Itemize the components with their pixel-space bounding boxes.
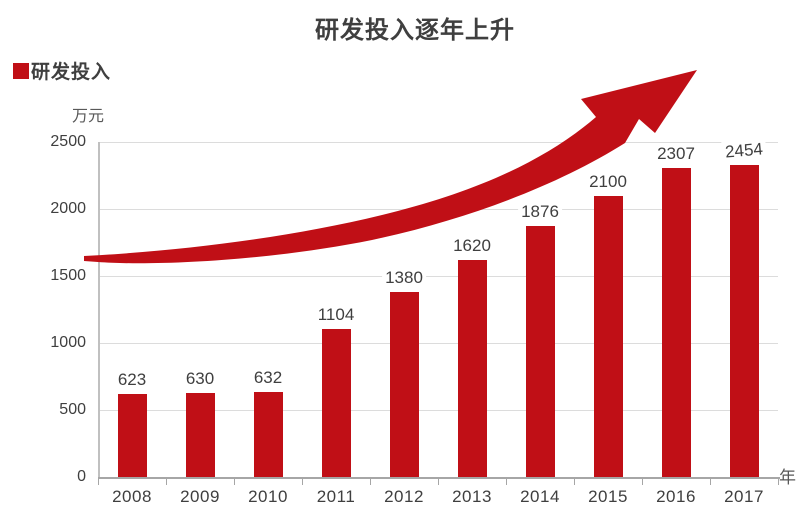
- x-axis-category-label: 2016: [656, 487, 696, 506]
- bar-value-label: 1104: [314, 304, 358, 326]
- y-axis-line: [98, 142, 100, 477]
- bar: [185, 392, 215, 477]
- y-axis-tick-label: 500: [59, 401, 86, 418]
- bar-value-label: 2454: [721, 137, 767, 163]
- x-axis-line: [98, 477, 780, 479]
- x-axis-tick: [710, 479, 711, 485]
- x-axis-tick: [778, 479, 779, 485]
- y-axis-unit-label: 万元: [71, 108, 104, 125]
- gridline: [98, 343, 778, 344]
- x-axis-tick: [574, 479, 575, 485]
- bar-value-label: 1380: [382, 267, 426, 289]
- bar-value-label: 623: [114, 368, 150, 390]
- bar-value-label: 1876: [518, 200, 562, 222]
- bar: [457, 259, 487, 477]
- y-axis-tick-label: 2500: [50, 133, 86, 150]
- x-axis-category-label: 2013: [452, 487, 492, 506]
- bar-value-label: 1620: [450, 234, 494, 256]
- x-axis-tick: [234, 479, 235, 485]
- x-axis-tick: [166, 479, 167, 485]
- x-axis-tick: [438, 479, 439, 485]
- y-axis-tick-label: 2000: [50, 200, 86, 217]
- bar-value-label: 632: [250, 367, 286, 389]
- bar: [253, 392, 283, 477]
- x-axis-category-label: 2017: [724, 487, 764, 506]
- bar-value-label: 2100: [586, 170, 630, 192]
- bar: [593, 195, 623, 477]
- y-axis-tick-label: 1500: [50, 267, 86, 284]
- bar: [321, 329, 351, 477]
- x-axis-category-label: 2015: [588, 487, 628, 506]
- y-axis-tick-label: 0: [77, 468, 86, 485]
- gridline: [98, 410, 778, 411]
- x-axis-category-label: 2010: [248, 487, 288, 506]
- x-axis-tick: [370, 479, 371, 485]
- bar: [729, 164, 759, 477]
- y-axis-tick-label: 1000: [50, 334, 86, 351]
- bar: [117, 393, 147, 477]
- x-axis-unit-label: 年: [779, 468, 796, 487]
- bar: [389, 292, 419, 477]
- legend: 研发投入: [13, 57, 111, 84]
- legend-swatch-icon: [13, 63, 29, 79]
- x-axis-tick: [302, 479, 303, 485]
- chart-title: 研发投入逐年上升: [315, 17, 515, 44]
- x-axis-tick: [506, 479, 507, 485]
- gridline: [98, 276, 778, 277]
- x-axis-category-label: 2008: [112, 487, 152, 506]
- bar-value-label: 630: [182, 367, 218, 389]
- legend-label: 研发投入: [31, 62, 112, 83]
- bar: [525, 225, 555, 477]
- x-axis-category-label: 2014: [520, 487, 560, 506]
- x-axis-category-label: 2011: [316, 487, 356, 506]
- x-axis-category-label: 2012: [384, 487, 424, 506]
- x-axis-category-label: 2009: [180, 487, 220, 506]
- x-axis-tick: [642, 479, 643, 485]
- bar-value-label: 2307: [654, 142, 698, 164]
- x-axis-tick: [98, 479, 99, 485]
- bar: [661, 167, 691, 477]
